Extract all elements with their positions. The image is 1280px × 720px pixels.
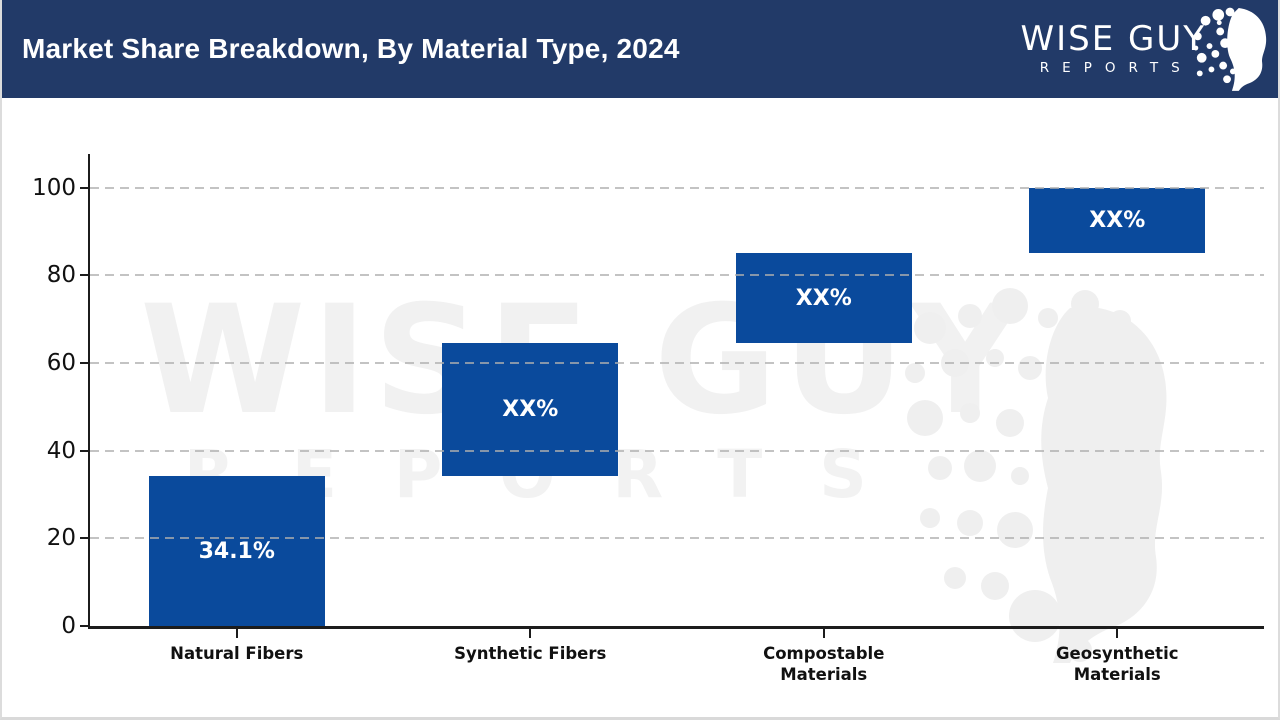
logo-text: WISE GUY REPORTS [1020, 19, 1206, 76]
chart-canvas: WISE GUY REPORTS 02040608010034.1%XX%XX%… [2, 98, 1278, 717]
gridline [90, 186, 1264, 189]
logo-subtitle: REPORTS [1039, 59, 1193, 76]
bar-value-label: XX% [795, 285, 852, 311]
bar-value-label: XX% [502, 397, 559, 423]
x-category-label: Compostable Materials [763, 644, 885, 684]
y-tick-label: 0 [61, 613, 76, 639]
x-tick [1116, 629, 1119, 638]
y-tick [80, 449, 88, 452]
page-title: Market Share Breakdown, By Material Type… [22, 33, 680, 64]
y-tick-label: 60 [46, 349, 76, 376]
x-tick [529, 629, 532, 638]
logo-wordmark: WISE GUY [1020, 19, 1206, 60]
x-tick [235, 629, 238, 638]
y-tick [80, 361, 88, 364]
x-axis-spine [88, 626, 1264, 629]
y-tick [80, 537, 88, 540]
plot-region: 0 20 40 60 80 100 34.1% XX% XX% XX% Natural Fibers… [32, 154, 1264, 684]
y-tick [80, 274, 88, 277]
bar-segment: XX% [442, 343, 619, 477]
bar-segment: XX% [735, 253, 912, 344]
header-bar: Market Share Breakdown, By Material Type… [2, 0, 1278, 98]
y-tick [80, 186, 88, 189]
x-category-label: Natural Fibers [170, 644, 304, 663]
x-tick [822, 629, 825, 638]
gridline [90, 537, 1264, 540]
y-tick-label: 40 [46, 437, 76, 464]
gridline [90, 274, 1264, 277]
y-tick-label: 100 [32, 174, 76, 201]
gridline [90, 361, 1264, 364]
bar-segment: XX% [1029, 187, 1206, 254]
y-tick [80, 625, 88, 627]
x-category-label: Geosynthetic Materials [1055, 644, 1179, 684]
bar-segment: 34.1% [148, 476, 325, 626]
bar-value-label: 34.1% [198, 538, 275, 564]
logo-face-icon [1193, 7, 1267, 91]
y-axis-spine [88, 154, 90, 628]
x-category-label: Synthetic Fibers [454, 644, 607, 663]
y-tick-label: 80 [46, 262, 76, 289]
bar-value-label: XX% [1089, 207, 1146, 233]
wise-guy-logo: WISE GUY REPORTS [1020, 7, 1278, 91]
gridline [90, 449, 1264, 452]
y-tick-label: 20 [46, 525, 76, 552]
